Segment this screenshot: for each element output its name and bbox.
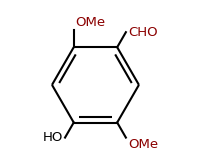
Text: HO: HO (43, 131, 63, 144)
Text: OMe: OMe (76, 16, 106, 29)
Text: OMe: OMe (128, 138, 158, 151)
Text: CHO: CHO (128, 26, 158, 39)
